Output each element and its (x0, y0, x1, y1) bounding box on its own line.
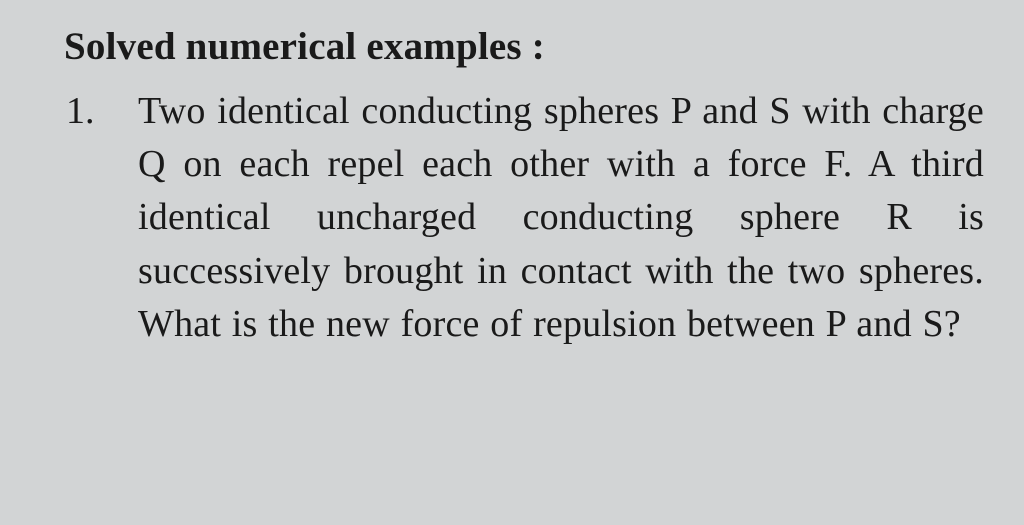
example-body: Two identical conducting spheres P and S… (138, 85, 984, 351)
section-heading: Solved numerical examples : (64, 24, 984, 69)
example-item: 1. Two identical conducting spheres P an… (64, 85, 984, 351)
example-number: 1. (64, 85, 104, 138)
